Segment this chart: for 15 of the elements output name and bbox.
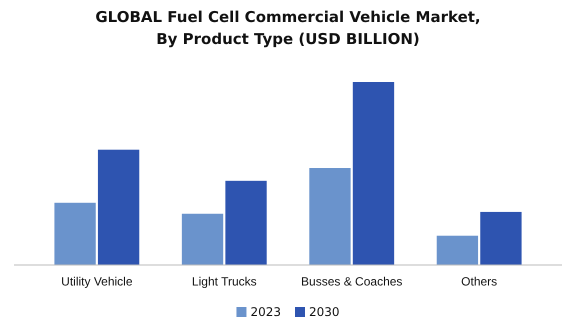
x-tick-label: Others bbox=[461, 274, 498, 289]
bar bbox=[480, 212, 522, 265]
x-tick-label: Busses & Coaches bbox=[301, 274, 402, 289]
x-tick-label: Light Trucks bbox=[192, 274, 257, 289]
bar bbox=[54, 202, 96, 265]
bar bbox=[309, 168, 351, 265]
chart-title: GLOBAL Fuel Cell Commercial Vehicle Market, By Product Type (USD BILLION) bbox=[95, 8, 481, 48]
bar bbox=[182, 214, 224, 265]
bar bbox=[352, 82, 394, 265]
x-tick-label: Utility Vehicle bbox=[61, 274, 133, 289]
legend-label: 2023 bbox=[250, 305, 281, 319]
bar bbox=[436, 236, 478, 265]
bar bbox=[225, 180, 267, 265]
legend-label: 2030 bbox=[309, 305, 340, 319]
bar bbox=[98, 150, 140, 265]
